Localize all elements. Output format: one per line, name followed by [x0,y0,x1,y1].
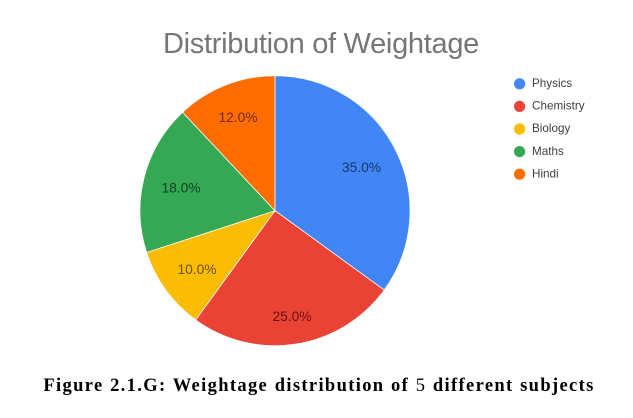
svg-text:10.0%: 10.0% [177,262,216,277]
svg-text:12.0%: 12.0% [218,110,257,125]
svg-text:35.0%: 35.0% [342,160,381,175]
svg-text:Maths: Maths [532,145,564,158]
svg-text:Physics: Physics [532,77,572,90]
svg-text:25.0%: 25.0% [272,309,311,324]
svg-text:Hindi: Hindi [532,167,559,180]
svg-text:Biology: Biology [532,122,570,135]
svg-text:Chemistry: Chemistry [532,100,585,113]
svg-text:18.0%: 18.0% [161,181,200,196]
